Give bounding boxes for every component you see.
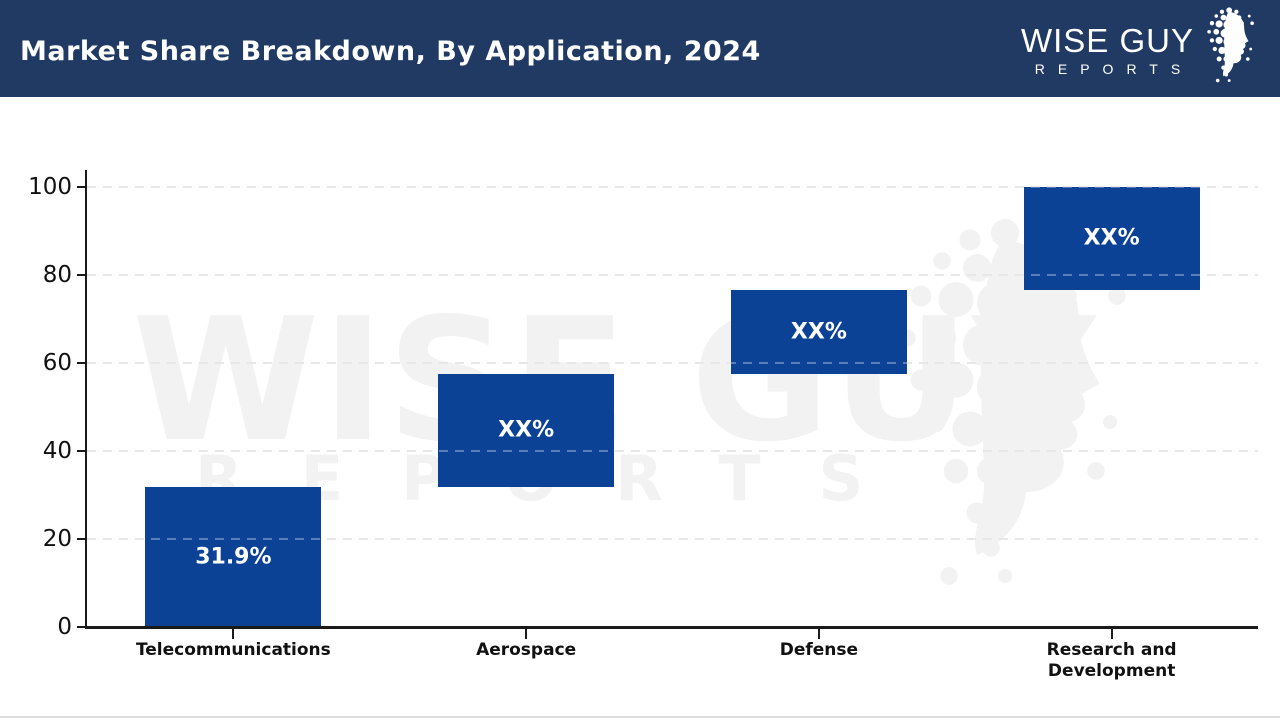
y-tick-label: 40: [42, 438, 72, 464]
brand-name: WISE GUY: [1020, 21, 1194, 59]
gridline: [87, 450, 1258, 452]
y-tick-label: 80: [42, 262, 72, 288]
y-tick-label: 0: [57, 614, 72, 640]
x-axis-line: [85, 626, 1258, 629]
brand-logo-text: WISE GUY REPORTS: [1021, 22, 1194, 77]
y-axis-line: [85, 170, 87, 629]
gridline-overlay: [87, 538, 1258, 540]
y-tick-mark: [77, 274, 86, 276]
x-tick-mark: [232, 629, 235, 639]
brand-subname: REPORTS: [1034, 60, 1194, 77]
gridline-overlay: [87, 186, 1258, 188]
gridline: [87, 362, 1258, 364]
y-tick-mark: [77, 186, 86, 188]
x-tick-mark: [1110, 629, 1113, 639]
waterfall-chart: 0 20 40 60 80 100 31.9% Telecommunications XX% Ae…: [0, 97, 1280, 717]
bar-value-label: XX%: [498, 417, 555, 443]
y-tick-label: 100: [28, 174, 72, 200]
y-tick-mark: [77, 626, 86, 628]
bottom-divider: [0, 716, 1280, 718]
brand-head-icon: [1207, 7, 1254, 83]
y-tick-mark: [77, 450, 86, 452]
x-tick-mark: [817, 629, 820, 639]
bar-value-label: 31.9%: [195, 544, 272, 570]
bar-defense: [730, 289, 907, 374]
gridline: [87, 274, 1258, 276]
category-label: Defense: [779, 640, 859, 660]
y-tick-label: 60: [42, 350, 72, 376]
x-tick-mark: [525, 629, 528, 639]
category-label: Research and Development: [1046, 640, 1177, 682]
bar-telecommunications: [145, 486, 322, 627]
brand-logo: WISE GUY REPORTS: [1021, 6, 1264, 92]
gridline: [87, 538, 1258, 540]
gridline-overlay: [87, 274, 1258, 276]
bar-aerospace: [438, 373, 615, 487]
bar-value-label: XX%: [790, 319, 847, 345]
category-label: Telecommunications: [135, 640, 331, 660]
header-bar: Market Share Breakdown, By Application, …: [0, 0, 1280, 97]
y-tick-mark: [77, 538, 86, 540]
y-tick-mark: [77, 362, 86, 364]
gridline-overlay: [87, 450, 1258, 452]
y-tick-label: 20: [42, 526, 72, 552]
gridline: [87, 186, 1258, 188]
gridline-overlay: [87, 362, 1258, 364]
bar-value-label: XX%: [1083, 225, 1140, 251]
page-title: Market Share Breakdown, By Application, …: [20, 36, 761, 67]
category-label: Aerospace: [476, 640, 577, 660]
